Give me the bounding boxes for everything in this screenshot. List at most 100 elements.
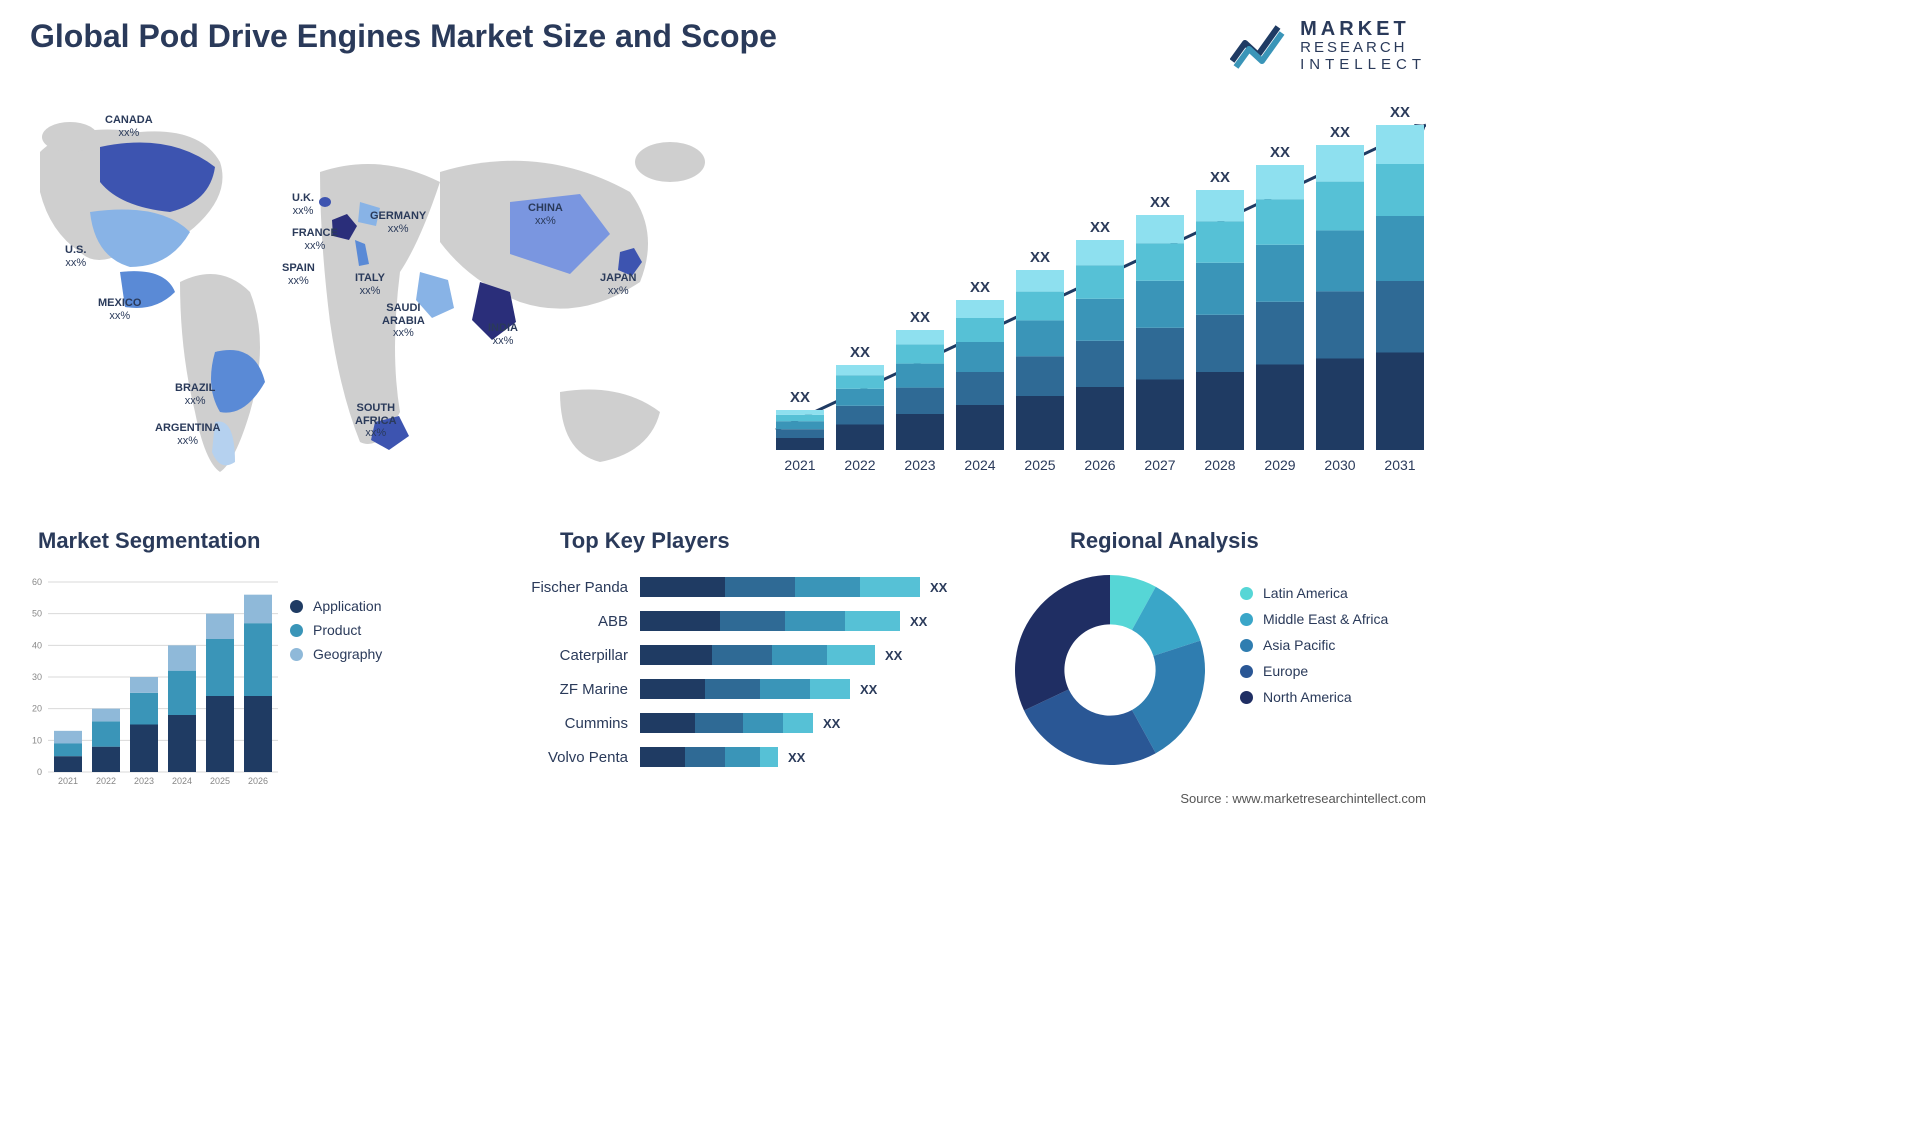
growth-bar-seg: [1256, 302, 1304, 365]
svg-text:40: 40: [32, 640, 42, 650]
svg-text:10: 10: [32, 735, 42, 745]
growth-bar-seg: [776, 421, 824, 429]
svg-text:0: 0: [37, 767, 42, 777]
growth-bar-seg: [956, 372, 1004, 405]
map-label-india: INDIAxx%: [488, 322, 518, 347]
map-label-spain: SPAINxx%: [282, 262, 315, 287]
growth-bar-seg: [1136, 328, 1184, 380]
growth-bar-seg: [1016, 270, 1064, 292]
svg-text:2024: 2024: [172, 776, 192, 786]
growth-bar-seg: [896, 414, 944, 450]
brand-logo: MARKET RESEARCH INTELLECT: [1230, 18, 1426, 73]
svg-text:XX: XX: [1150, 194, 1170, 211]
growth-bar-seg: [956, 318, 1004, 342]
key-players-title: Top Key Players: [560, 528, 730, 554]
svg-text:2024: 2024: [964, 457, 995, 473]
market-growth-chart: XX2021XX2022XX2023XX2024XX2025XX2026XX20…: [766, 100, 1426, 480]
growth-bar-seg: [1316, 359, 1364, 451]
svg-text:2029: 2029: [1264, 457, 1295, 473]
logo-line3: INTELLECT: [1300, 57, 1426, 74]
map-label-canada: CANADAxx%: [105, 114, 153, 139]
growth-bar-seg: [836, 365, 884, 375]
key-player-bar: [640, 611, 900, 631]
growth-bar-seg: [776, 438, 824, 450]
svg-text:XX: XX: [850, 344, 870, 361]
regional-legend: Latin AmericaMiddle East & AfricaAsia Pa…: [1240, 575, 1440, 715]
growth-bar-seg: [1256, 245, 1304, 302]
map-label-japan: JAPANxx%: [600, 272, 636, 297]
key-player-value: XX: [910, 614, 927, 629]
growth-bar-seg: [1316, 182, 1364, 231]
map-label-saudi-arabia: SAUDIARABIAxx%: [382, 302, 425, 340]
svg-text:2030: 2030: [1324, 457, 1355, 473]
seg-bar-seg: [168, 671, 196, 715]
growth-bar-seg: [956, 342, 1004, 372]
growth-bar-seg: [1016, 356, 1064, 396]
growth-bar-seg: [1316, 291, 1364, 358]
key-player-value: XX: [860, 682, 877, 697]
donut-slice: [1015, 575, 1110, 710]
region-legend-item: Europe: [1240, 663, 1440, 679]
svg-text:2025: 2025: [210, 776, 230, 786]
key-player-bar: [640, 577, 920, 597]
key-player-value: XX: [930, 580, 947, 595]
growth-bar-seg: [1016, 320, 1064, 356]
region-legend-item: North America: [1240, 689, 1440, 705]
growth-bar-seg: [1136, 215, 1184, 243]
svg-text:2022: 2022: [844, 457, 875, 473]
segmentation-chart: 0102030405060202120222023202420252026: [20, 562, 280, 792]
growth-bar-seg: [1076, 387, 1124, 450]
map-label-u-k-: U.K.xx%: [292, 192, 314, 217]
growth-bar-seg: [956, 405, 1004, 450]
svg-text:2021: 2021: [58, 776, 78, 786]
map-label-germany: GERMANYxx%: [370, 210, 426, 235]
map-label-south-africa: SOUTHAFRICAxx%: [355, 402, 397, 440]
key-player-row: ZF Marine XX: [510, 672, 970, 706]
svg-text:XX: XX: [1270, 144, 1290, 161]
key-player-row: CumminsXX: [510, 706, 970, 740]
region-legend-item: Asia Pacific: [1240, 637, 1440, 653]
key-player-name: ZF Marine: [510, 681, 640, 698]
svg-text:XX: XX: [1090, 219, 1110, 236]
key-player-row: Volvo PentaXX: [510, 740, 970, 774]
map-label-brazil: BRAZILxx%: [175, 382, 215, 407]
svg-text:2025: 2025: [1024, 457, 1055, 473]
svg-text:2027: 2027: [1144, 457, 1175, 473]
map-label-u-s-: U.S.xx%: [65, 244, 86, 269]
key-player-value: XX: [885, 648, 902, 663]
growth-bar-seg: [896, 364, 944, 388]
growth-bar-seg: [1196, 372, 1244, 450]
svg-text:XX: XX: [970, 279, 990, 296]
svg-text:2023: 2023: [134, 776, 154, 786]
seg-bar-seg: [206, 639, 234, 696]
growth-bar-seg: [1376, 281, 1424, 353]
segmentation-title: Market Segmentation: [38, 528, 261, 554]
svg-text:XX: XX: [1030, 249, 1050, 266]
key-players-chart: Fischer PandaXXABBXXCaterpillarXXZF Mari…: [510, 570, 970, 774]
growth-bar-seg: [1316, 145, 1364, 182]
regional-donut: [1000, 560, 1220, 780]
seg-legend-item: Geography: [290, 646, 470, 662]
growth-bar-seg: [1376, 125, 1424, 164]
seg-bar-seg: [130, 725, 158, 773]
seg-bar-seg: [92, 747, 120, 772]
key-player-value: XX: [823, 716, 840, 731]
growth-bar-seg: [1196, 221, 1244, 263]
svg-text:2021: 2021: [784, 457, 815, 473]
seg-bar-seg: [54, 756, 82, 772]
seg-bar-seg: [244, 623, 272, 696]
seg-bar-seg: [244, 595, 272, 624]
seg-legend-item: Application: [290, 598, 470, 614]
growth-bar-seg: [956, 300, 1004, 318]
growth-bar-seg: [896, 344, 944, 363]
map-label-france: FRANCExx%: [292, 227, 338, 252]
seg-bar-seg: [130, 677, 158, 693]
svg-text:XX: XX: [1390, 104, 1410, 121]
svg-text:XX: XX: [910, 309, 930, 326]
svg-text:60: 60: [32, 577, 42, 587]
growth-bar-seg: [1076, 240, 1124, 265]
regional-title: Regional Analysis: [1070, 528, 1259, 554]
svg-text:XX: XX: [790, 389, 810, 406]
growth-bar-seg: [836, 389, 884, 406]
seg-bar-seg: [168, 645, 196, 670]
